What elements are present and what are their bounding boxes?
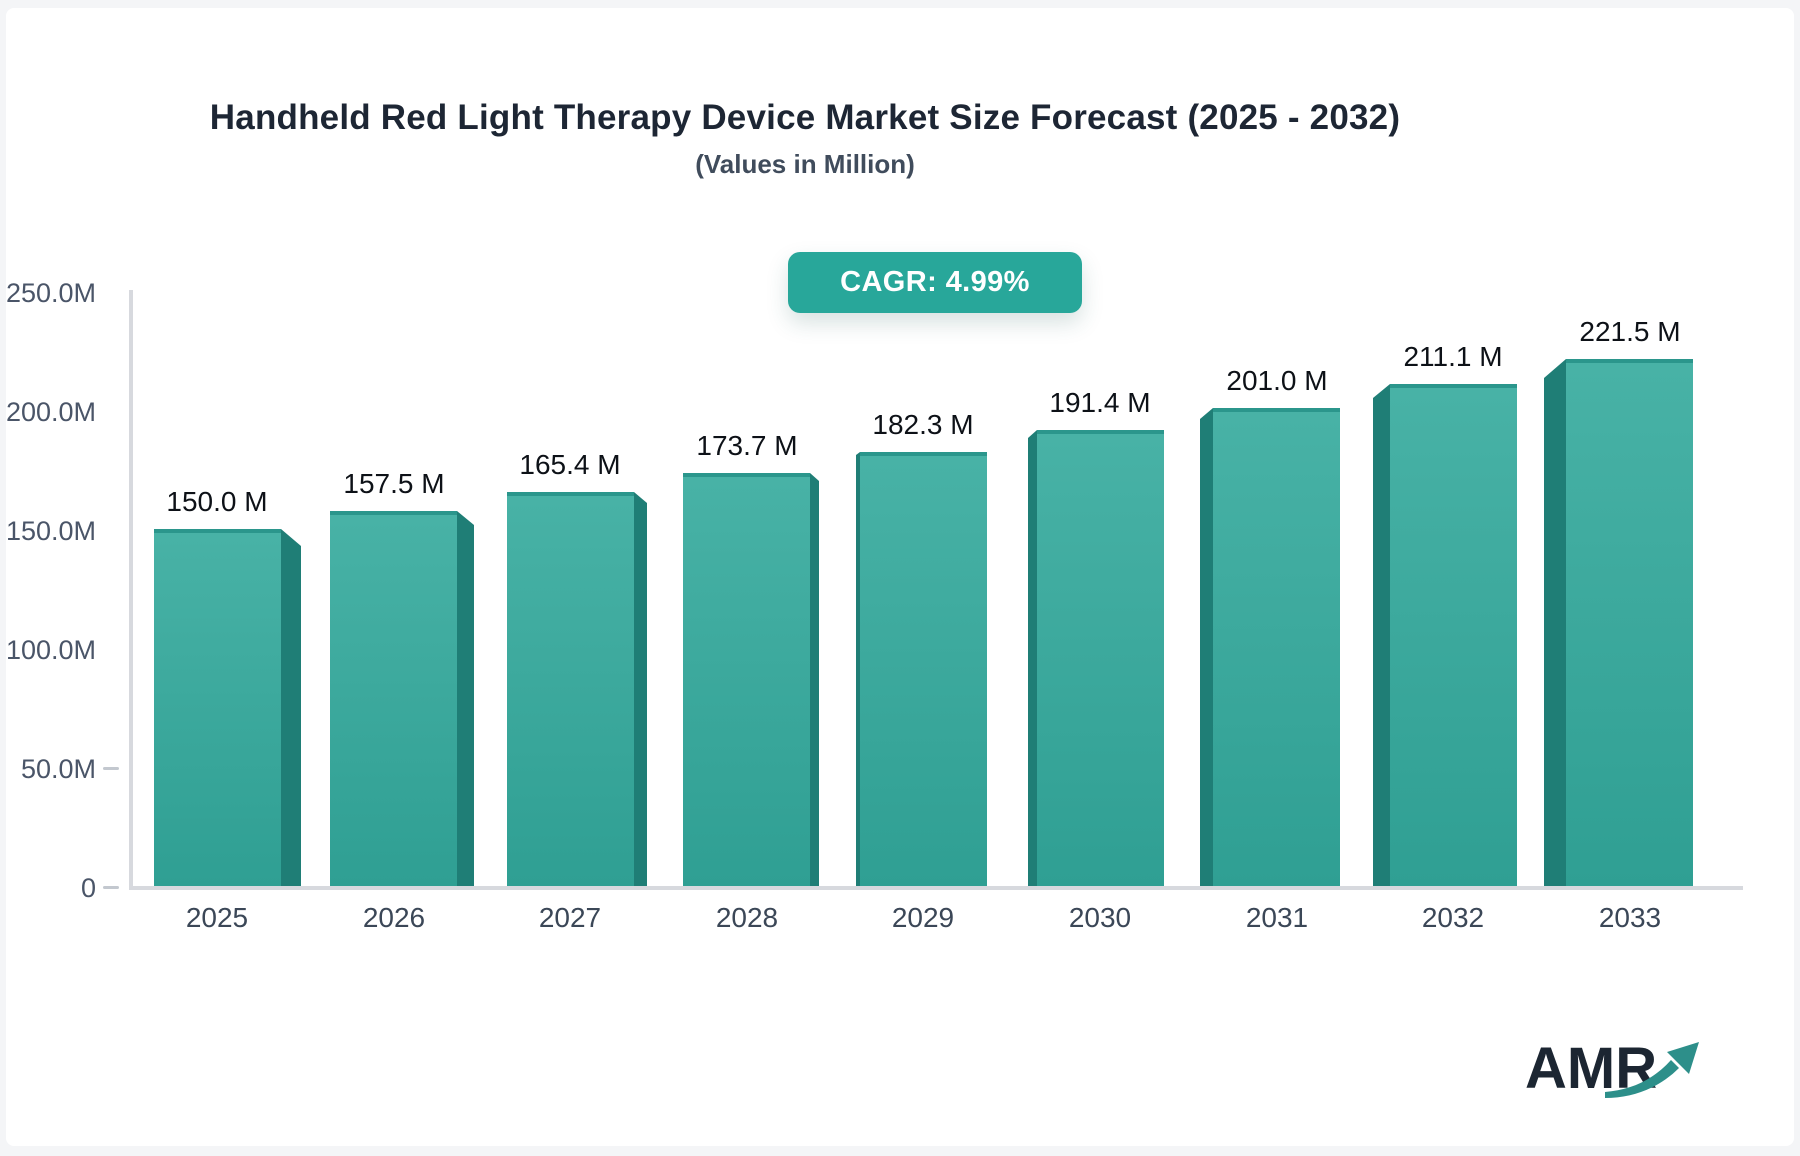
y-tick-label: 200.0M	[5, 397, 96, 427]
chart-title: Handheld Red Light Therapy Device Market…	[209, 98, 1401, 137]
x-axis-category-label: 2030	[1068, 902, 1132, 933]
chart-subtitle: (Values in Million)	[695, 149, 915, 179]
y-tick-label: 150.0M	[5, 516, 96, 546]
x-axis-category-label: 2029	[891, 902, 955, 933]
x-axis-category-label: 2033	[1598, 902, 1662, 933]
y-tick-label: 100.0M	[5, 635, 96, 665]
bar-2032	[1390, 384, 1517, 886]
x-axis-category-label: 2031	[1245, 902, 1309, 933]
amr-logo: AMR	[1525, 1036, 1765, 1108]
bar-side-2032	[1373, 384, 1390, 886]
x-axis-category-label: 2028	[715, 902, 779, 933]
y-tick-dash	[103, 886, 119, 889]
bar-side-2030	[1028, 430, 1037, 886]
y-axis-line	[129, 290, 133, 890]
y-tick-dash	[103, 767, 119, 770]
y-tick-label: 0	[80, 873, 96, 903]
bar-side-2026	[457, 511, 474, 886]
bar-value-label: 191.4 M	[1049, 387, 1151, 418]
bar-side-2028	[810, 473, 819, 886]
x-axis-line	[129, 886, 1743, 890]
x-axis-category-label: 2027	[538, 902, 602, 933]
x-axis-category-label: 2025	[185, 902, 249, 933]
y-tick-label: 50.0M	[20, 754, 96, 784]
bar-value-label: 211.1 M	[1403, 341, 1503, 372]
bar-value-label: 173.7 M	[696, 430, 798, 461]
trend-up-arrow-icon	[1605, 1042, 1699, 1098]
bar-2030	[1037, 430, 1164, 886]
bar-2027	[507, 492, 634, 886]
bar-side-2033	[1544, 359, 1566, 886]
bar-side-2025	[281, 529, 301, 886]
y-tick-label: 250.0M	[5, 278, 96, 308]
bar-value-label: 157.5 M	[343, 468, 445, 499]
cagr-badge: CAGR: 4.99%	[788, 252, 1082, 313]
x-axis-category-label: 2032	[1421, 902, 1485, 933]
bar-side-2027	[634, 492, 647, 886]
bar-value-label: 182.3 M	[872, 409, 974, 440]
bar-side-2031	[1200, 408, 1213, 886]
bar-value-label: 201.0 M	[1226, 365, 1328, 396]
bar-2031	[1213, 408, 1340, 886]
x-axis-category-label: 2026	[362, 902, 426, 933]
bar-2033	[1566, 359, 1693, 886]
bar-2025	[154, 529, 281, 886]
bar-2028	[683, 473, 810, 886]
bar-value-label: 165.4 M	[519, 449, 621, 480]
bar-value-label: 221.5 M	[1579, 316, 1681, 347]
bar-2029	[860, 452, 987, 886]
bar-side-2029	[856, 452, 860, 886]
bar-value-label: 150.0 M	[166, 486, 268, 517]
bar-2026	[330, 511, 457, 886]
